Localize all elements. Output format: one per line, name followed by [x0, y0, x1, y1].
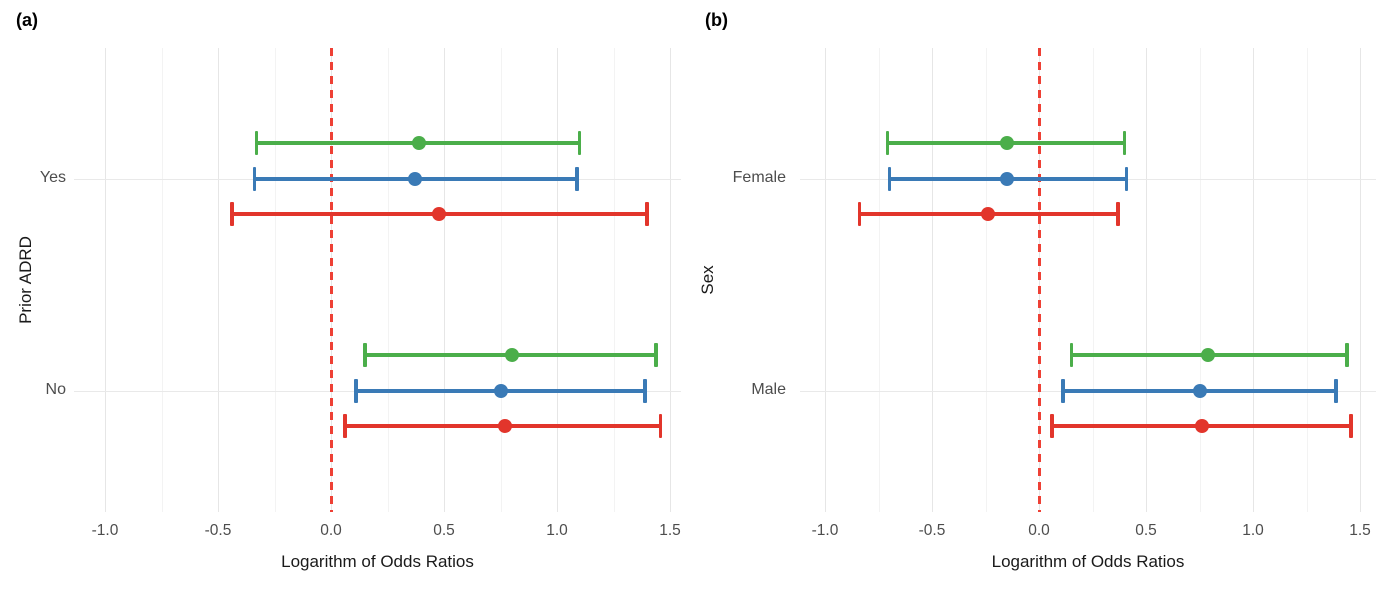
ci-cap-left [343, 414, 347, 438]
gridline-major [825, 48, 826, 512]
ci-cap-right [1349, 414, 1353, 438]
gridline-minor [1306, 48, 1308, 512]
point-estimate [1192, 384, 1207, 398]
x-tick-label: -1.0 [811, 522, 839, 539]
y-axis-title: Sex [698, 265, 717, 295]
point-estimate [999, 172, 1014, 186]
x-axis-title: Logarithm of Odds Ratios [991, 552, 1185, 571]
gridline-major [1146, 48, 1147, 512]
ci-cap-left [887, 167, 892, 191]
ci-cap-left [363, 343, 367, 367]
gridline-major [557, 48, 558, 512]
y-category-label: Male [751, 381, 786, 398]
ci-cap-right [654, 343, 658, 367]
y-category-label: Female [732, 169, 786, 186]
point-estimate [498, 419, 513, 433]
point-estimate [999, 136, 1014, 150]
ci-cap-left [1061, 379, 1065, 403]
ci-cap-left [254, 131, 259, 155]
ci-cap-right [577, 131, 582, 155]
ci-cap-left [1050, 414, 1054, 438]
panel-letter: (b) [705, 10, 728, 30]
gridline-minor [985, 48, 987, 512]
gridline-major [444, 48, 445, 512]
y-category-label: No [45, 381, 66, 398]
gridline-major [218, 48, 219, 512]
reference-line-zero [330, 48, 333, 512]
gridline-minor [161, 48, 163, 512]
point-estimate [980, 207, 995, 221]
ci-cap-left [857, 202, 862, 226]
ci-cap-right [645, 202, 649, 226]
point-estimate [504, 348, 519, 362]
gridline-major [105, 48, 106, 512]
x-tick-label: 0.0 [1028, 522, 1050, 539]
ci-cap-left [230, 202, 234, 226]
gridline-major [1360, 48, 1361, 512]
gridline-minor [878, 48, 880, 512]
gridline-major [932, 48, 933, 512]
x-tick-label: 0.5 [433, 522, 455, 539]
reference-line-zero [1038, 48, 1041, 512]
x-tick-label: -0.5 [204, 522, 232, 539]
gridline-major [670, 48, 671, 512]
ci-cap-right [575, 167, 579, 191]
point-estimate [412, 136, 427, 150]
point-estimate [1201, 348, 1216, 362]
ci-cap-left [885, 131, 890, 155]
ci-cap-right [1334, 379, 1338, 403]
ci-cap-right [1122, 131, 1127, 155]
point-estimate [1194, 419, 1209, 433]
ci-cap-right [1116, 202, 1120, 226]
x-axis-title: Logarithm of Odds Ratios [281, 552, 474, 571]
ci-cap-left [1069, 343, 1074, 367]
panel-letter: (a) [16, 10, 38, 30]
ci-cap-right [1345, 343, 1349, 367]
x-tick-label: 1.5 [1349, 522, 1371, 539]
x-tick-label: 0.0 [320, 522, 342, 539]
x-tick-label: 1.5 [659, 522, 681, 539]
ci-cap-right [1124, 167, 1129, 191]
point-estimate [432, 207, 447, 221]
gridline-minor [387, 48, 389, 512]
x-tick-label: 1.0 [546, 522, 568, 539]
point-estimate [493, 384, 508, 398]
gridline-minor [1092, 48, 1094, 512]
gridline-minor [613, 48, 615, 512]
gridline-minor [274, 48, 276, 512]
ci-cap-right [643, 379, 647, 403]
gridline-major [1253, 48, 1254, 512]
gridline-minor [500, 48, 502, 512]
x-tick-label: 1.0 [1242, 522, 1264, 539]
gridline-minor [1199, 48, 1201, 512]
ci-cap-left [354, 379, 358, 403]
x-tick-label: 0.5 [1135, 522, 1157, 539]
y-category-label: Yes [39, 169, 66, 186]
ci-cap-right [658, 414, 663, 438]
ci-cap-left [252, 167, 257, 191]
x-tick-label: -1.0 [91, 522, 119, 539]
x-tick-label: -0.5 [918, 522, 946, 539]
point-estimate [407, 172, 422, 186]
